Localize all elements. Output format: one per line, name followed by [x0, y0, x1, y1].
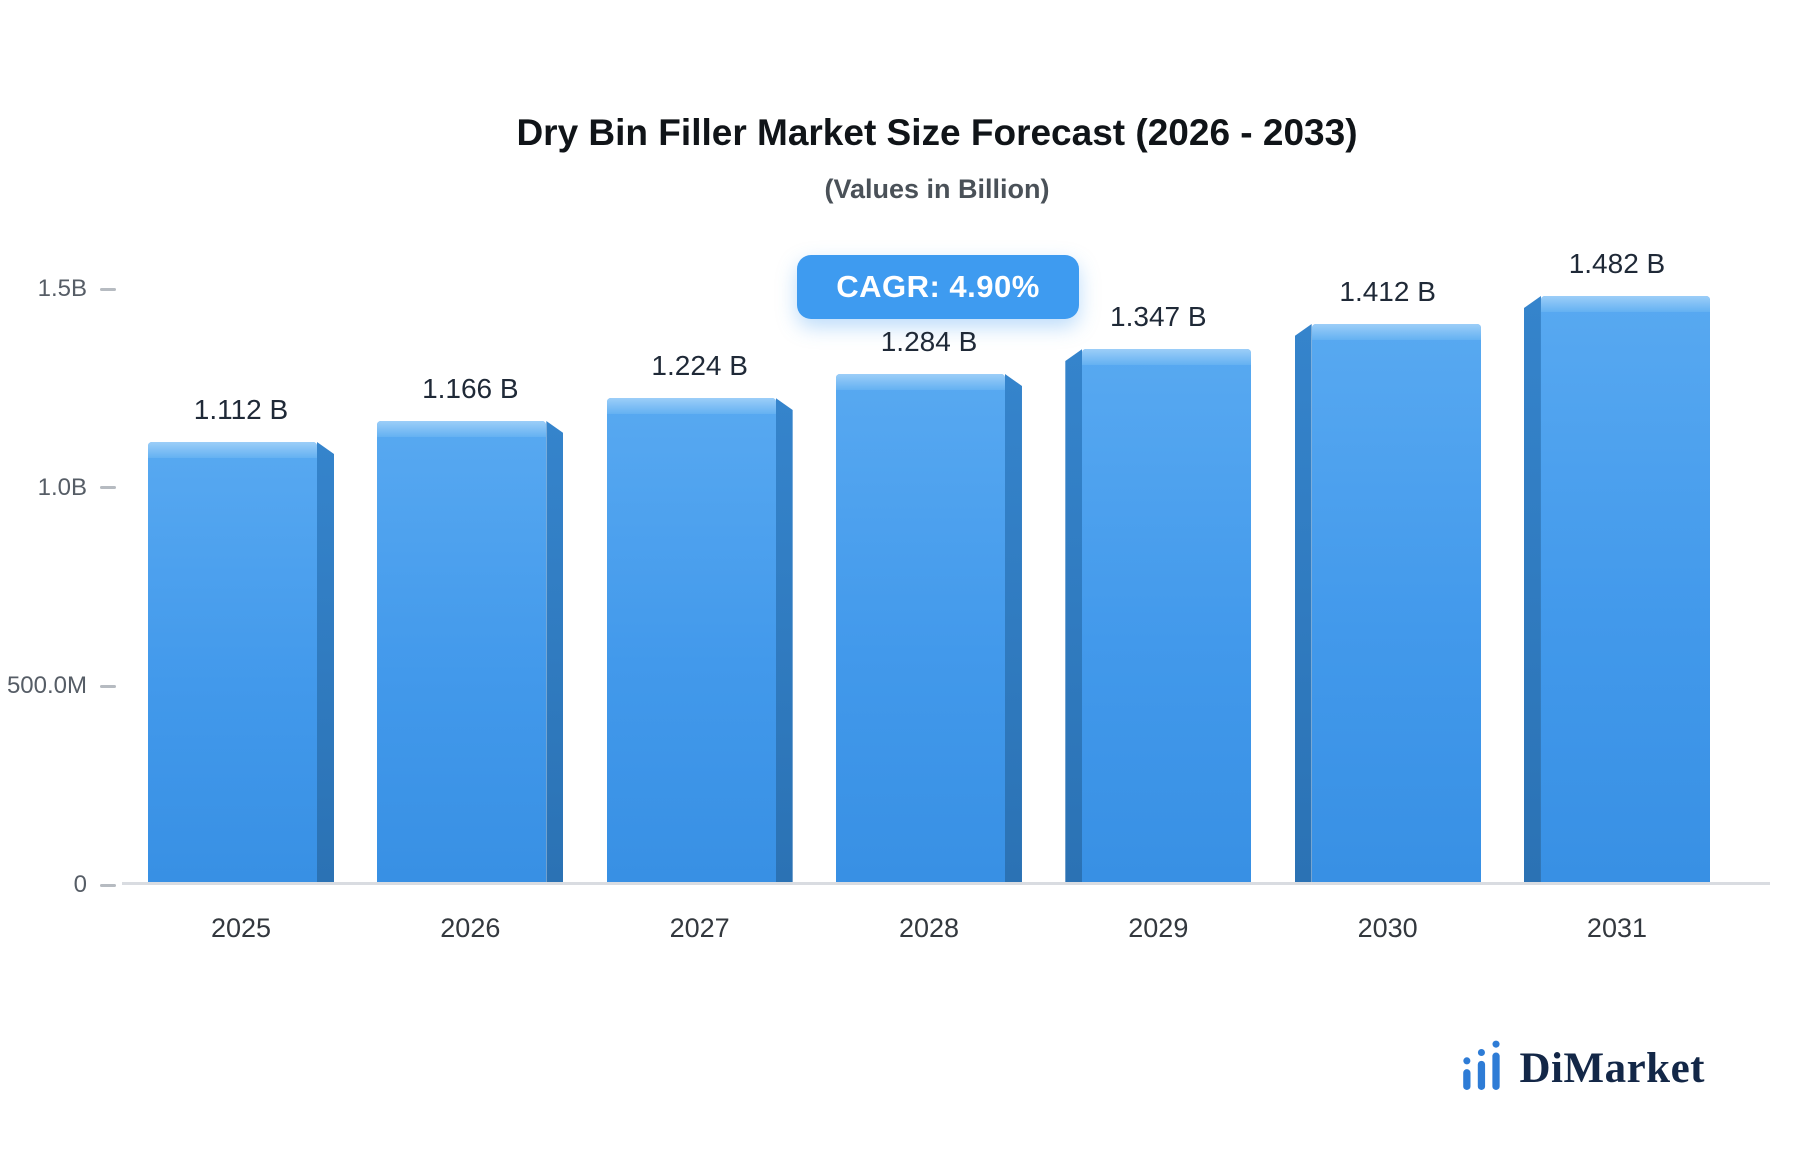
- bar-face: [148, 442, 317, 882]
- brand-logo-text: DiMarket: [1519, 1045, 1705, 1092]
- bar-group: 1.112 B 2025: [148, 394, 334, 943]
- bar-side-face: [1004, 374, 1022, 882]
- bar-face: [1540, 296, 1710, 882]
- bar-value-label: 1.412 B: [1339, 276, 1436, 307]
- bar-value-label: 1.112 B: [193, 394, 289, 425]
- bar[interactable]: [1065, 349, 1252, 882]
- bar-face: [1311, 324, 1481, 882]
- bar[interactable]: [606, 398, 793, 882]
- x-axis-label: 2029: [1128, 913, 1189, 943]
- bar-face: [1082, 349, 1252, 882]
- bar-value-label: 1.347 B: [1110, 301, 1207, 332]
- y-tick: 1.0B: [38, 474, 122, 502]
- cagr-badge: CAGR: 4.90%: [797, 255, 1079, 319]
- bar-group: 1.284 B 2028: [835, 326, 1022, 943]
- y-tick: 500.0M: [7, 672, 122, 700]
- bar-group: 1.412 B 2030: [1294, 276, 1481, 943]
- bar[interactable]: [148, 442, 334, 882]
- bar-value-label: 1.166 B: [422, 373, 519, 404]
- bar-side-face: [1294, 324, 1312, 882]
- y-tick-dash: [100, 883, 116, 887]
- y-tick: 0: [74, 871, 122, 899]
- y-tick-dash: [100, 684, 116, 688]
- bar[interactable]: [1294, 324, 1481, 882]
- x-axis-label: 2025: [210, 913, 272, 943]
- y-tick-dash: [100, 287, 116, 291]
- bar-side-face: [546, 421, 564, 882]
- bar-chart-logo-icon: [1462, 1040, 1500, 1090]
- bar-side-face: [317, 442, 334, 882]
- brand-logo: DiMarket: [1459, 1040, 1706, 1090]
- y-tick-label: 0: [73, 871, 87, 898]
- x-axis-label: 2031: [1586, 913, 1647, 943]
- bar-value-label: 1.482 B: [1568, 248, 1666, 279]
- bar-face: [377, 421, 547, 882]
- chart-subtitle: (Values in Billion): [824, 174, 1050, 204]
- x-axis-label: 2027: [669, 913, 730, 943]
- bar[interactable]: [835, 374, 1022, 882]
- bar-face: [835, 374, 1005, 882]
- bar-side-face: [1065, 349, 1083, 882]
- x-axis-label: 2028: [898, 913, 960, 943]
- chart-header: Dry Bin Filler Market Size Forecast (202…: [37, 112, 1800, 205]
- bar-value-label: 1.284 B: [880, 326, 978, 357]
- plot-area: 1.112 B 2025 1.166 B 2026 1.224 B 2027 1.284 B…: [122, 248, 1770, 943]
- y-tick-label: 500.0M: [6, 672, 87, 700]
- bar-side-face: [775, 398, 793, 882]
- bar[interactable]: [377, 421, 564, 882]
- bars-row: 1.112 B 2025 1.166 B 2026 1.224 B 2027 1.284 B…: [122, 248, 1770, 943]
- bar[interactable]: [1523, 296, 1710, 882]
- y-axis: 1.5B 1.0B 500.0M 0: [0, 275, 122, 898]
- y-tick-dash: [100, 486, 116, 490]
- y-tick: 1.5B: [38, 275, 122, 303]
- bar-value-label: 1.224 B: [651, 350, 748, 381]
- bar-side-face: [1523, 296, 1541, 882]
- x-axis-label: 2030: [1357, 913, 1418, 943]
- chart-title: Dry Bin Filler Market Size Forecast (202…: [516, 112, 1358, 153]
- bar-group: 1.224 B 2027: [606, 350, 793, 943]
- y-tick-label: 1.0B: [37, 473, 87, 501]
- y-tick-label: 1.5B: [37, 275, 87, 302]
- bar-group: 1.347 B 2029: [1065, 301, 1252, 943]
- cagr-badge-label: CAGR: 4.90%: [836, 269, 1040, 304]
- x-axis-label: 2026: [440, 913, 501, 943]
- bar-group: 1.482 B 2031: [1523, 248, 1710, 943]
- bar-face: [606, 398, 776, 882]
- bar-group: 1.166 B 2026: [377, 373, 564, 943]
